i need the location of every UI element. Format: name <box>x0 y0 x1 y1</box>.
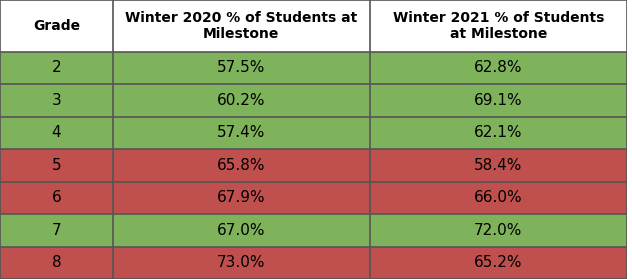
Bar <box>112 182 370 214</box>
Bar <box>0 214 112 247</box>
Bar <box>112 247 370 279</box>
Text: Winter 2021 % of Students
at Milestone: Winter 2021 % of Students at Milestone <box>392 11 604 41</box>
Text: 58.4%: 58.4% <box>474 158 523 173</box>
Text: 3: 3 <box>52 93 61 108</box>
Text: 7: 7 <box>52 223 61 238</box>
Bar <box>112 84 370 117</box>
Text: 57.5%: 57.5% <box>217 60 265 75</box>
Bar <box>0 182 112 214</box>
Text: 2: 2 <box>52 60 61 75</box>
Bar <box>370 84 627 117</box>
Bar <box>0 149 112 182</box>
Bar <box>0 247 112 279</box>
Text: Grade: Grade <box>33 19 80 33</box>
Bar <box>0 84 112 117</box>
Bar <box>112 214 370 247</box>
Bar <box>370 149 627 182</box>
Bar <box>112 117 370 149</box>
Text: 65.2%: 65.2% <box>474 255 523 270</box>
Bar <box>0 117 112 149</box>
Text: Winter 2020 % of Students at
Milestone: Winter 2020 % of Students at Milestone <box>125 11 358 41</box>
Text: 8: 8 <box>52 255 61 270</box>
Bar <box>370 52 627 84</box>
Text: 57.4%: 57.4% <box>217 125 265 140</box>
Text: 67.0%: 67.0% <box>217 223 265 238</box>
Bar <box>112 149 370 182</box>
Text: 65.8%: 65.8% <box>217 158 265 173</box>
Bar <box>370 214 627 247</box>
Text: 72.0%: 72.0% <box>474 223 523 238</box>
Text: 60.2%: 60.2% <box>217 93 265 108</box>
Bar <box>0 0 112 52</box>
Text: 4: 4 <box>52 125 61 140</box>
Text: 66.0%: 66.0% <box>474 190 523 205</box>
Text: 62.1%: 62.1% <box>474 125 523 140</box>
Bar <box>370 247 627 279</box>
Text: 6: 6 <box>52 190 61 205</box>
Bar <box>112 0 370 52</box>
Bar <box>370 0 627 52</box>
Text: 73.0%: 73.0% <box>217 255 265 270</box>
Text: 67.9%: 67.9% <box>217 190 265 205</box>
Bar <box>112 52 370 84</box>
Bar <box>370 117 627 149</box>
Text: 5: 5 <box>52 158 61 173</box>
Bar <box>0 52 112 84</box>
Bar <box>370 182 627 214</box>
Text: 62.8%: 62.8% <box>474 60 523 75</box>
Text: 69.1%: 69.1% <box>474 93 523 108</box>
